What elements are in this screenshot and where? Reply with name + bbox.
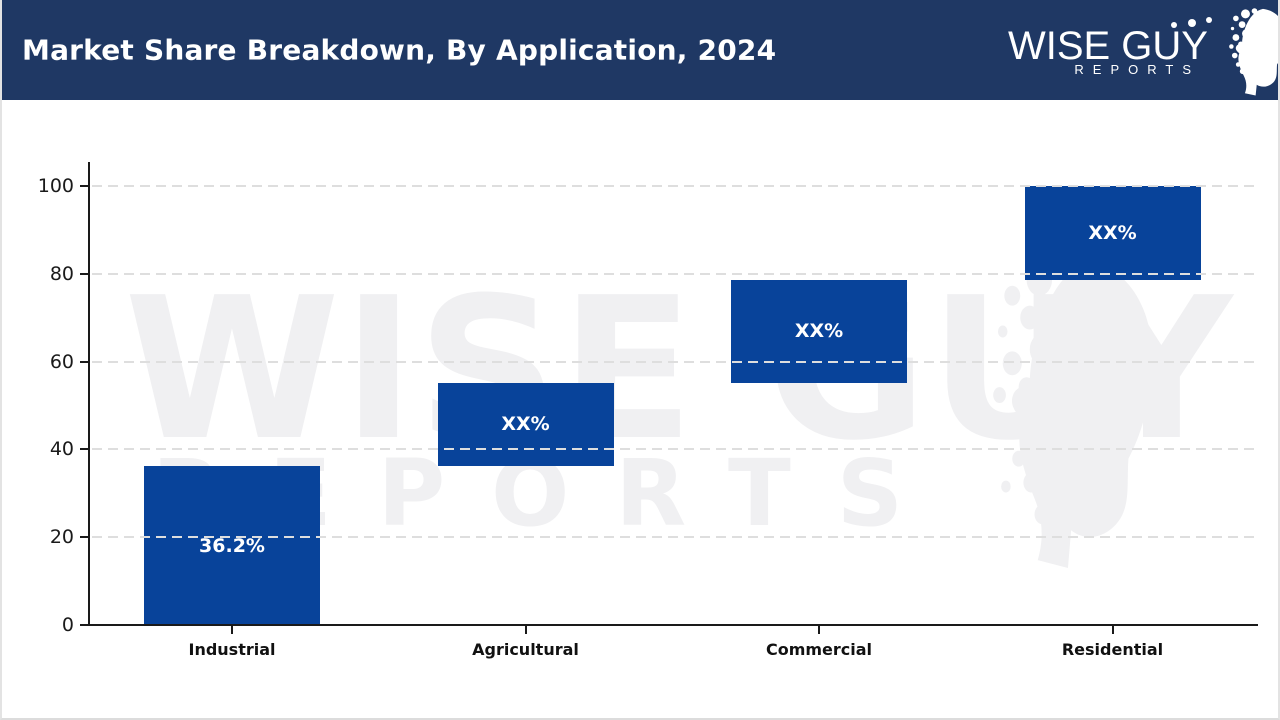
y-tick-label: 40	[49, 438, 74, 461]
watermark-face-icon	[993, 259, 1153, 569]
x-axis-line	[88, 624, 1258, 626]
grid-line	[92, 272, 1258, 275]
bar-value-label: XX%	[1088, 221, 1137, 244]
bar-segment	[437, 382, 614, 467]
x-tick-mark	[818, 626, 820, 634]
x-tick-label: Agricultural	[472, 640, 579, 659]
y-tick-mark	[80, 536, 88, 539]
x-tick-mark	[1111, 626, 1114, 634]
brand-logo-sub: REPORTS	[1074, 62, 1200, 77]
bar-segment	[144, 466, 320, 625]
y-tick-label: 60	[49, 350, 74, 373]
bar-segment	[1024, 186, 1201, 280]
bar-segment	[731, 279, 907, 383]
x-tick-mark	[524, 626, 527, 634]
page-title: Market Share Breakdown, By Application, …	[22, 33, 777, 67]
bar-value-label: 36.2%	[199, 534, 265, 557]
bar-value-label: XX%	[794, 320, 844, 343]
y-tick-mark	[80, 185, 88, 187]
x-tick-label: Residential	[1061, 640, 1164, 659]
y-tick-label: 20	[49, 526, 74, 549]
x-tick-mark	[231, 626, 233, 634]
brand-logo-name: WISE GUY	[1007, 24, 1208, 68]
header-banner: Market Share Breakdown, By Application, …	[2, 0, 1278, 100]
y-tick-label: 80	[49, 262, 74, 285]
y-tick-mark	[80, 448, 88, 451]
logo-accent-dots-icon	[1171, 17, 1212, 28]
brand-logo: WISE GUY REPORTS	[1008, 0, 1278, 100]
grid-line	[92, 536, 1258, 539]
y-tick-mark	[80, 272, 88, 275]
logo-face-icon	[1229, 8, 1278, 96]
x-tick-label: Commercial	[765, 640, 873, 659]
y-tick-mark	[80, 360, 88, 363]
grid-line	[92, 448, 1258, 451]
x-tick-label: Industrial	[188, 640, 276, 659]
grid-line	[92, 185, 1258, 187]
y-tick-mark	[80, 624, 88, 626]
y-tick-label: 100	[37, 175, 74, 197]
y-axis-line	[88, 162, 90, 626]
bar-value-label: XX%	[501, 413, 550, 436]
grid-line	[92, 360, 1258, 363]
y-tick-label: 0	[61, 614, 74, 636]
